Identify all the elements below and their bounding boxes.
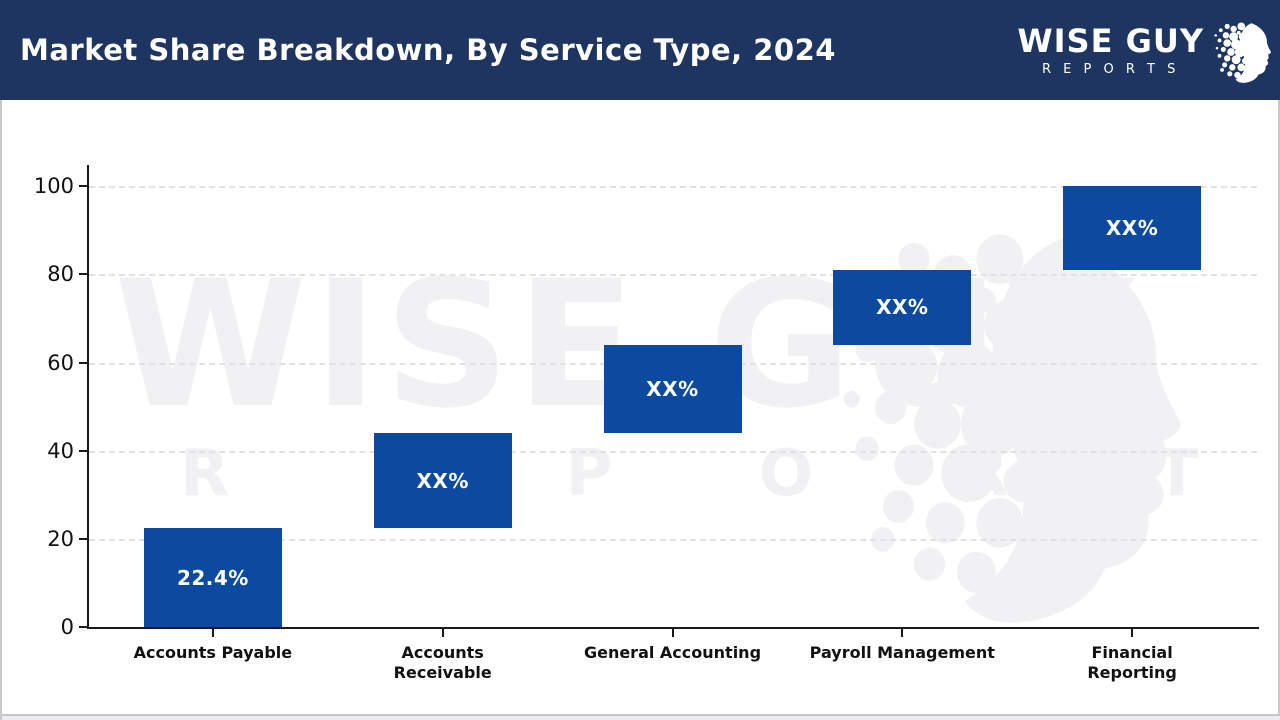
category-label: General Accounting [583,643,762,662]
y-tick-label: 20 [47,526,74,551]
y-tick-label: 0 [60,615,74,639]
gridline [89,450,1257,453]
y-tick-mark [79,185,87,188]
y-tick-mark [79,449,87,452]
brand-name: WISE GUY [1017,22,1204,60]
category-label: Accounts Receivable [393,643,492,682]
y-tick-mark [79,537,87,540]
bottom-strip [2,714,1280,720]
y-tick-label: 40 [47,438,74,463]
category-label: Financial Reporting [1087,643,1177,682]
y-tick-mark [79,626,87,628]
x-tick-mark [901,629,904,637]
gridline [89,186,1257,189]
chart-bar: 22.4% [143,528,282,627]
y-tick-mark [79,273,87,276]
wiseguy-head-icon [1214,22,1271,83]
bar-value-label: XX% [876,295,929,320]
chart-bar: XX% [1063,186,1202,271]
page-title: Market Share Breakdown, By Service Type,… [20,33,836,67]
brand-logo: WISE GUY R E P O R T S [1017,6,1274,96]
chart-region: WISE GUY R E P O R T S 02040608010022.4%… [0,100,1280,720]
chart-bar: XX% [373,433,512,529]
chart-bar: XX% [603,344,742,434]
header: Market Share Breakdown, By Service Type,… [0,0,1280,100]
brand-text: WISE GUY R E P O R T S [1017,22,1204,77]
y-tick-mark [79,361,87,364]
y-tick-label: 60 [47,350,74,375]
y-tick-label: 100 [33,174,74,199]
chart-bar: XX% [833,270,972,345]
x-axis [87,627,1259,629]
x-tick-mark [1131,629,1134,637]
y-tick-label: 80 [47,262,74,287]
bar-value-label: XX% [416,468,469,493]
category-label: Accounts Payable [133,643,293,662]
gridline [89,538,1257,541]
x-tick-mark [671,629,674,637]
x-tick-mark [441,629,444,637]
bar-value-label: XX% [646,377,699,401]
x-tick-mark [211,629,214,637]
bar-value-label: XX% [1105,216,1159,241]
brand-subname: R E P O R T S [1041,62,1180,77]
y-axis [87,165,89,629]
bar-value-label: 22.4% [176,565,249,590]
category-label: Payroll Management [809,643,995,662]
gridline [89,274,1257,277]
